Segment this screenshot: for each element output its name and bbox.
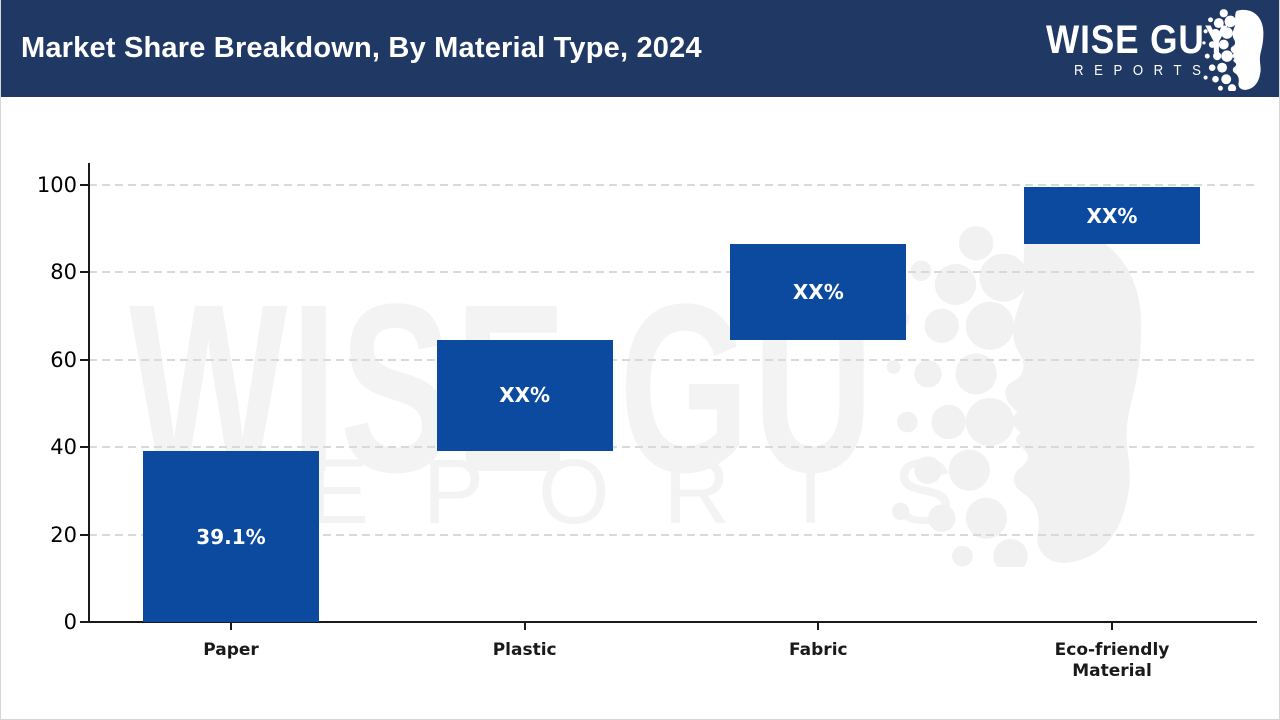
y-tick-mark: [80, 621, 88, 623]
y-tick-label: 0: [63, 610, 77, 634]
y-axis-line: [88, 163, 90, 622]
x-tick-mark: [817, 622, 820, 630]
gridline: [89, 533, 1257, 536]
x-axis-line: [88, 621, 1257, 623]
x-tick-label: Plastic: [492, 640, 557, 660]
logo-wordmark: WISE GUY: [1045, 18, 1229, 62]
header-band: Market Share Breakdown, By Material Type…: [1, 0, 1279, 97]
y-tick-mark: [80, 533, 88, 536]
wise-guy-reports-logo: WISE GUY REPORTS: [1021, 6, 1265, 92]
gridline: [89, 184, 1257, 186]
bar-value-label: XX%: [1086, 203, 1138, 228]
y-tick-mark: [80, 446, 88, 449]
x-tick-label: Fabric: [789, 640, 848, 660]
y-tick-label: 20: [50, 522, 77, 547]
bar-value-label: XX%: [792, 279, 844, 304]
chart-title: Market Share Breakdown, By Material Type…: [21, 32, 702, 64]
gridline: [89, 446, 1257, 449]
x-tick-label: Paper: [203, 640, 259, 660]
watermark-head-icon: [886, 226, 1142, 567]
x-tick-mark: [1111, 622, 1113, 630]
bar-fabric: XX%: [730, 243, 907, 340]
logo-text: WISE GUY REPORTS: [1046, 20, 1229, 78]
y-tick-label: 100: [36, 173, 77, 197]
x-tick-label: Eco-friendly Material: [1054, 640, 1170, 682]
bar-value-label: 39.1%: [196, 524, 266, 549]
gridline: [89, 358, 1257, 361]
x-tick-mark: [523, 622, 526, 630]
y-tick-label: 60: [50, 347, 77, 372]
bar-paper: 39.1%: [143, 451, 319, 622]
y-tick-mark: [80, 184, 88, 186]
y-tick-mark: [80, 271, 88, 274]
bar-plastic: XX%: [436, 339, 613, 452]
logo-subtext: REPORTS: [1073, 62, 1212, 79]
x-tick-mark: [230, 622, 232, 630]
y-tick-mark: [80, 358, 88, 361]
bar-eco-friendly-material: XX%: [1024, 187, 1200, 244]
y-tick-label: 40: [50, 435, 77, 460]
gridline: [89, 271, 1257, 274]
y-tick-label: 80: [50, 260, 77, 285]
bar-value-label: XX%: [499, 383, 551, 408]
